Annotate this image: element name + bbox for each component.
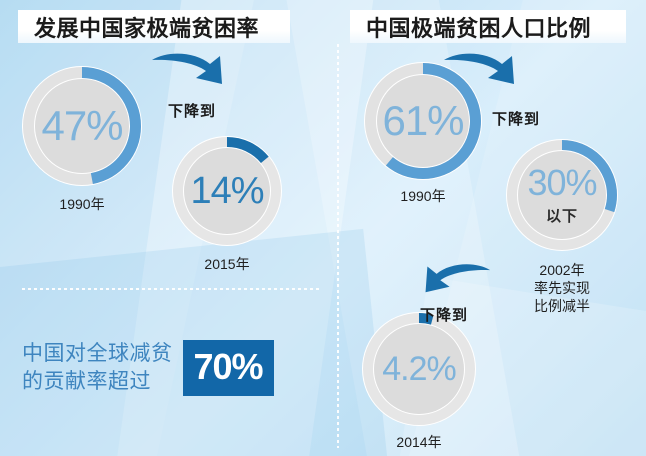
arrow-label-decline-right-bottom: 下降到 (420, 307, 469, 324)
donut-chart-14-percent: 14% (168, 132, 286, 250)
panel-title-left: 发展中国家极端贫困率 (18, 10, 290, 43)
divider-vertical (337, 44, 339, 448)
donut-svg (172, 136, 282, 246)
donut-inner-fill (377, 75, 469, 167)
panel-title-right-text: 中国极端贫困人口比例 (366, 15, 592, 41)
arrow-label-decline-left: 下降到 (168, 103, 217, 120)
donut-value-arc (507, 140, 617, 250)
donut-inner-fill (184, 148, 270, 234)
donut-svg (364, 62, 482, 180)
arrow-shape (425, 264, 491, 293)
donut-chart-4-2-percent: 4.2% 2014年 (358, 308, 480, 450)
donut-caption-1990-right: 1990年 (400, 188, 446, 204)
donut-chart-30-percent: 30% 以下 2002年 率先实现 比例减半 (502, 135, 622, 314)
donut-value-arc (363, 313, 475, 425)
arrow-down-left-icon (425, 264, 491, 293)
statement-badge-70-percent: 70% (182, 340, 274, 396)
donut-caption-1990: 1990年 (59, 196, 105, 212)
donut-svg (362, 312, 476, 426)
donut-caption-2002: 2002年 率先实现 比例减半 (534, 262, 590, 315)
statement-block: 中国对全球减贫 的贡献率超过 70% (22, 326, 322, 410)
arrow-down-right-icon (444, 53, 514, 84)
arrow-shape (152, 53, 222, 84)
arrow-shape (444, 53, 514, 84)
arrow-label-decline-right-top: 下降到 (492, 111, 541, 128)
arrow-down-right-icon (152, 53, 222, 84)
donut-inner-fill (518, 151, 606, 239)
donut-svg (22, 66, 142, 186)
donut-svg (506, 139, 618, 251)
donut-inner-fill (374, 324, 464, 414)
panel-title-left-text: 发展中国家极端贫困率 (34, 15, 260, 41)
panel-title-right: 中国极端贫困人口比例 (350, 10, 626, 43)
donut-value-arc (23, 67, 141, 185)
donut-caption-2014: 2014年 (396, 434, 442, 450)
donut-chart-61-percent: 61% 1990年 (360, 58, 486, 204)
divider-horizontal (22, 288, 322, 290)
donut-inner-fill (35, 79, 129, 173)
statement-text: 中国对全球减贫 的贡献率超过 (22, 342, 173, 393)
donut-value-arc (365, 63, 481, 179)
donut-caption-2015: 2015年 (204, 256, 250, 272)
donut-chart-47-percent: 47% 1990年 (18, 62, 146, 212)
donut-value-arc (173, 137, 281, 245)
